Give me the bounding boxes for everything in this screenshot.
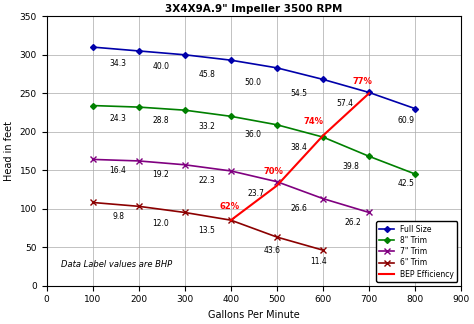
8" Trim [320, 135, 326, 139]
8" Trim [412, 172, 418, 176]
Text: Data Label values are BHP: Data Label values are BHP [61, 260, 172, 269]
8" Trim [366, 154, 372, 158]
Text: 13.5: 13.5 [199, 226, 215, 235]
Text: 12.0: 12.0 [153, 219, 169, 228]
Text: 23.7: 23.7 [248, 189, 264, 198]
Text: 43.6: 43.6 [264, 246, 281, 255]
Text: 70%: 70% [264, 167, 283, 176]
6" Trim [320, 248, 326, 252]
Full Size [228, 58, 234, 62]
Full Size [182, 53, 188, 57]
Text: 45.8: 45.8 [199, 70, 215, 79]
BEP Efficiency [274, 184, 280, 188]
Text: 77%: 77% [352, 76, 372, 86]
Text: 24.3: 24.3 [109, 114, 127, 123]
6" Trim [228, 218, 234, 222]
BEP Efficiency [320, 133, 326, 137]
Text: 26.2: 26.2 [345, 218, 361, 227]
Full Size [274, 66, 280, 70]
Text: 74%: 74% [304, 117, 324, 126]
Text: 22.3: 22.3 [199, 176, 215, 185]
Text: 36.0: 36.0 [245, 130, 262, 139]
X-axis label: Gallons Per Minute: Gallons Per Minute [208, 310, 300, 320]
Text: 42.5: 42.5 [398, 179, 414, 188]
7" Trim [320, 197, 326, 201]
Text: 26.6: 26.6 [291, 204, 308, 213]
6" Trim [274, 235, 280, 239]
Text: 28.8: 28.8 [153, 116, 169, 125]
Full Size [90, 45, 96, 49]
Line: BEP Efficiency: BEP Efficiency [231, 93, 369, 220]
8" Trim [228, 114, 234, 118]
Text: 50.0: 50.0 [245, 78, 262, 87]
Text: 40.0: 40.0 [153, 62, 169, 71]
Line: 6" Trim: 6" Trim [90, 200, 326, 253]
Line: 8" Trim: 8" Trim [91, 103, 417, 176]
8" Trim [136, 105, 142, 109]
Text: 33.2: 33.2 [199, 122, 215, 132]
Text: 38.4: 38.4 [291, 143, 308, 152]
7" Trim [228, 169, 234, 173]
Text: 60.9: 60.9 [397, 116, 414, 125]
6" Trim [90, 201, 96, 204]
8" Trim [182, 108, 188, 112]
Full Size [366, 90, 372, 94]
Line: Full Size: Full Size [91, 45, 417, 111]
Text: 19.2: 19.2 [153, 170, 169, 179]
Text: 62%: 62% [220, 202, 240, 211]
Line: 7" Trim: 7" Trim [90, 156, 372, 215]
BEP Efficiency [366, 91, 372, 95]
7" Trim [366, 211, 372, 214]
Text: 54.5: 54.5 [291, 89, 308, 98]
Full Size [136, 49, 142, 53]
Text: 9.8: 9.8 [112, 213, 124, 222]
8" Trim [90, 104, 96, 108]
Text: 39.8: 39.8 [342, 162, 359, 171]
Full Size [320, 77, 326, 81]
BEP Efficiency [228, 218, 234, 222]
Text: 11.4: 11.4 [310, 257, 327, 266]
8" Trim [274, 123, 280, 127]
7" Trim [136, 159, 142, 163]
Text: 16.4: 16.4 [109, 166, 127, 175]
Text: 57.4: 57.4 [337, 99, 354, 109]
Text: 34.3: 34.3 [109, 59, 127, 68]
6" Trim [136, 204, 142, 208]
Legend: Full Size, 8" Trim, 7" Trim, 6" Trim, BEP Efficiency: Full Size, 8" Trim, 7" Trim, 6" Trim, BE… [376, 222, 457, 282]
Title: 3X4X9A.9" Impeller 3500 RPM: 3X4X9A.9" Impeller 3500 RPM [165, 4, 343, 14]
Y-axis label: Head in feet: Head in feet [4, 121, 14, 181]
Full Size [412, 107, 418, 110]
7" Trim [182, 163, 188, 167]
6" Trim [182, 211, 188, 214]
7" Trim [274, 180, 280, 184]
7" Trim [90, 157, 96, 161]
